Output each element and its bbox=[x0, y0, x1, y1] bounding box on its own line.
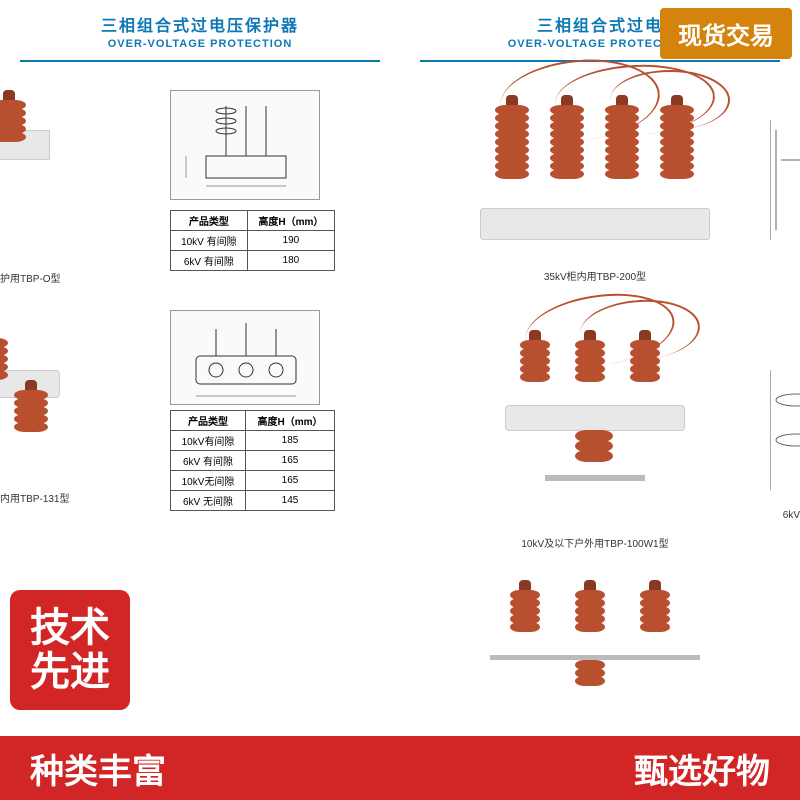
table-row: 10kV有间隙 185 bbox=[171, 431, 335, 451]
header-title-cn: 三相组合式过电压保护器 bbox=[0, 12, 400, 36]
table-row: 10kV 有间隙 190 bbox=[171, 231, 335, 251]
product-photo-tbp-o-cropped bbox=[0, 130, 50, 212]
table-header-cell: 产品类型 bbox=[171, 211, 248, 231]
drawing-svg bbox=[171, 91, 321, 201]
badge-left-line2: 先进 bbox=[30, 650, 110, 694]
footer-text-right: 甄选好物 bbox=[634, 744, 770, 793]
product-caption-tbp-100w1: 10kV及以下户外用TBP-100W1型 bbox=[490, 535, 700, 550]
table-header-cell: 高度H（mm） bbox=[247, 211, 334, 231]
dimensional-drawing-1 bbox=[170, 90, 320, 200]
product-photo-tbp-131-cropped bbox=[0, 370, 60, 502]
table-header-row: 产品类型 高度H（mm） bbox=[171, 211, 335, 231]
product-photo-triple-insulator bbox=[480, 570, 710, 710]
table-fragment-right: 6kV bbox=[783, 510, 800, 521]
table-row: 6kV 无间隙 145 bbox=[171, 491, 335, 511]
header-title-en: OVER-VOLTAGE PROTECTION bbox=[0, 38, 400, 50]
table-header-cell: 高度H（mm） bbox=[246, 411, 335, 431]
badge-stock-trade: 现货交易 bbox=[660, 8, 792, 59]
drawing-svg bbox=[171, 311, 321, 406]
badge-left-line1: 技术 bbox=[30, 606, 110, 650]
product-caption-tbp-o: 护用TBP-O型 bbox=[0, 270, 61, 285]
table-row: 6kV 有间隙 165 bbox=[171, 451, 335, 471]
table-row: 6kV 有间隙 180 bbox=[171, 251, 335, 271]
drawing-fragment-right-1 bbox=[770, 120, 800, 240]
spec-table-2: 产品类型 高度H（mm） 10kV有间隙 185 6kV 有间隙 165 10k… bbox=[170, 410, 335, 511]
drawing-fragment-right-2 bbox=[770, 370, 800, 490]
product-photo-tbp-100w1 bbox=[480, 310, 710, 530]
dimensional-drawing-2 bbox=[170, 310, 320, 405]
footer-banner: 种类丰富 甄选好物 bbox=[0, 736, 800, 800]
page-header-left: 三相组合式过电压保护器 OVER-VOLTAGE PROTECTION bbox=[0, 12, 400, 50]
badge-tech-advanced: 技术 先进 bbox=[10, 590, 130, 710]
table-row: 10kV无间隙 165 bbox=[171, 471, 335, 491]
table-header-row: 产品类型 高度H（mm） bbox=[171, 411, 335, 431]
product-caption-tbp-200: 35kV柜内用TBP-200型 bbox=[520, 268, 670, 283]
product-caption-tbp-131: 内用TBP-131型 bbox=[0, 490, 69, 505]
footer-text-left: 种类丰富 bbox=[30, 744, 166, 793]
table-header-cell: 产品类型 bbox=[171, 411, 246, 431]
header-divider bbox=[20, 60, 380, 62]
product-photo-tbp-200 bbox=[460, 80, 730, 260]
spec-table-1: 产品类型 高度H（mm） 10kV 有间隙 190 6kV 有间隙 180 bbox=[170, 210, 335, 271]
